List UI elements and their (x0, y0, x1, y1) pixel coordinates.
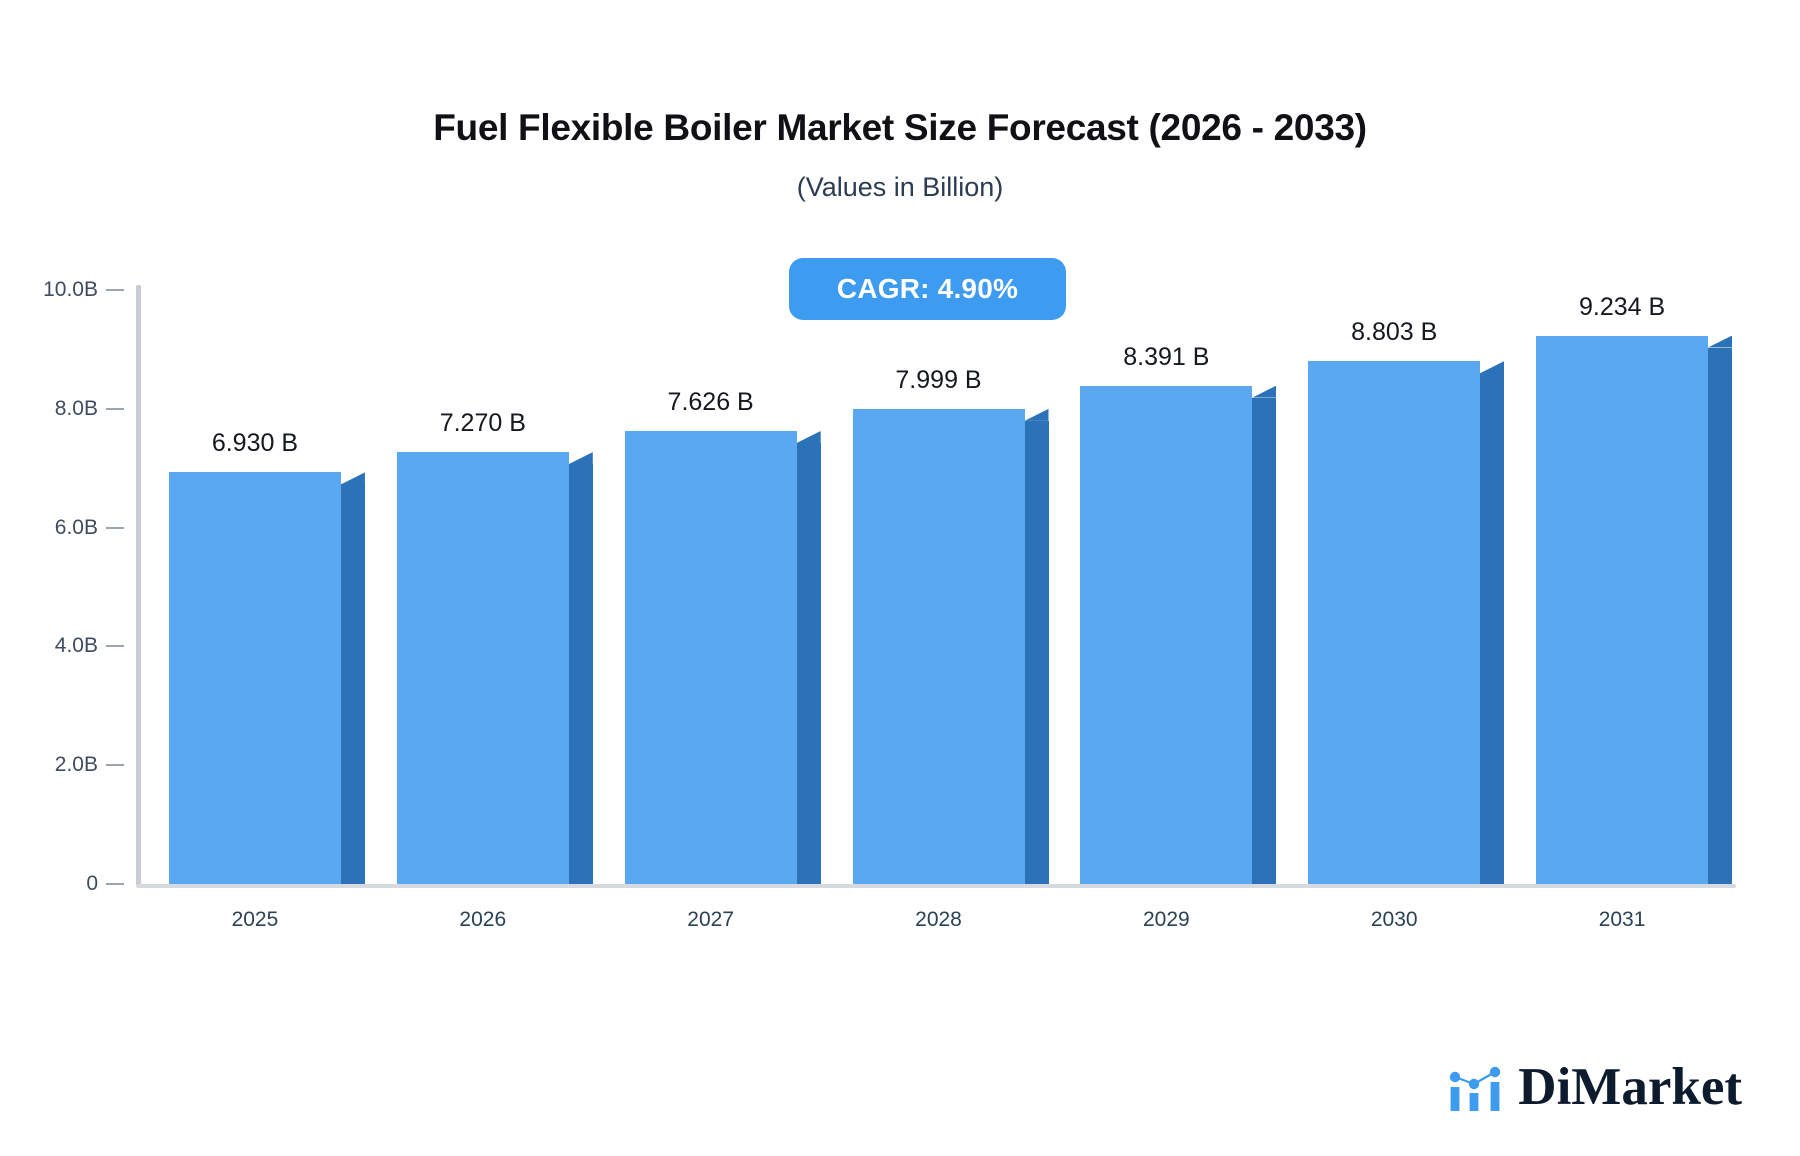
y-axis-tick-mark (106, 883, 124, 885)
y-axis-tick-label: 6.0B (54, 515, 98, 539)
bar-side-face (1480, 373, 1505, 884)
bar-value-label: 7.270 B (439, 409, 526, 438)
bar-value-label: 8.391 B (1123, 342, 1210, 371)
x-axis-line (136, 884, 1736, 888)
bar-2025[interactable]: 6.930 B (168, 429, 365, 884)
x-axis-tick-label: 2030 (1370, 908, 1418, 931)
y-axis-tick-label: 8.0B (54, 396, 98, 420)
brand-name: DiMarket (1518, 1058, 1742, 1116)
bar-side-face (1024, 420, 1049, 884)
bar-2026[interactable]: 7.270 B (396, 409, 593, 884)
cagr-badge: CAGR: 4.90% (789, 258, 1066, 320)
bar-front-face (624, 431, 797, 884)
chart-header: Fuel Flexible Boiler Market Size Forecas… (0, 0, 1800, 202)
bar-2028[interactable]: 7.999 B (852, 366, 1049, 884)
bar-front-face (396, 452, 569, 884)
y-axis-tick-label: 2.0B (54, 753, 98, 777)
bar-front-face (1536, 335, 1709, 884)
y-axis-tick-mark (106, 526, 124, 529)
bar-2027[interactable]: 7.626 B (624, 388, 821, 884)
bar-2029[interactable]: 8.391 B (1080, 343, 1277, 884)
bar-value-label: 6.930 B (211, 429, 299, 458)
bar-2031[interactable]: 9.234 B (1536, 293, 1733, 884)
bar-front-face (852, 408, 1025, 884)
bar-value-label: 9.234 B (1578, 292, 1666, 321)
bar-2030[interactable]: 8.803 B (1308, 318, 1505, 884)
bar-value-label: 7.626 B (667, 388, 754, 417)
bar-side-face (796, 443, 821, 884)
y-axis-line (136, 285, 141, 886)
bar-chart-dots-icon (1450, 1066, 1501, 1111)
bar-value-label: 7.999 B (895, 365, 982, 394)
x-axis-tick-label: 2027 (687, 908, 734, 931)
cagr-badge-label: CAGR: 4.90% (836, 273, 1019, 304)
bar-side-face (1252, 397, 1277, 884)
x-axis-tick-label: 2025 (231, 908, 279, 931)
bar-front-face (168, 472, 341, 884)
chart-title: Fuel Flexible Boiler Market Size Forecas… (433, 107, 1367, 148)
y-axis-tick-mark (106, 289, 124, 291)
bar-top-face (796, 431, 821, 444)
y-axis-tick-mark (106, 764, 124, 767)
y-axis-tick-label: 0 (86, 872, 98, 895)
y-axis-tick-mark (106, 407, 124, 410)
bar-top-face (1708, 335, 1733, 348)
bar-value-label: 8.803 B (1351, 318, 1438, 347)
bar-front-face (1080, 385, 1253, 884)
bar-top-face (1024, 408, 1049, 421)
bar-side-face (340, 484, 365, 884)
bar-side-face (568, 464, 593, 884)
x-axis-tick-label: 2028 (915, 908, 962, 931)
x-axis-tick-label: 2029 (1142, 908, 1190, 931)
chart-subtitle: (Values in Billion) (796, 171, 1004, 202)
brand-logo: DiMarket (1448, 1061, 1742, 1114)
x-axis-tick-label: 2026 (459, 908, 507, 931)
y-axis-tick-label: 4.0B (54, 634, 98, 658)
x-axis-tick-label: 2031 (1598, 908, 1646, 931)
y-axis-tick-label: 10.0B (43, 278, 98, 301)
bar-top-face (1480, 361, 1505, 374)
bar-top-face (568, 452, 593, 465)
y-axis-tick-mark (106, 645, 124, 648)
bar-top-face (1252, 385, 1277, 398)
bar-front-face (1308, 361, 1481, 884)
bar-side-face (1708, 347, 1733, 884)
bar-top-face (340, 472, 365, 485)
